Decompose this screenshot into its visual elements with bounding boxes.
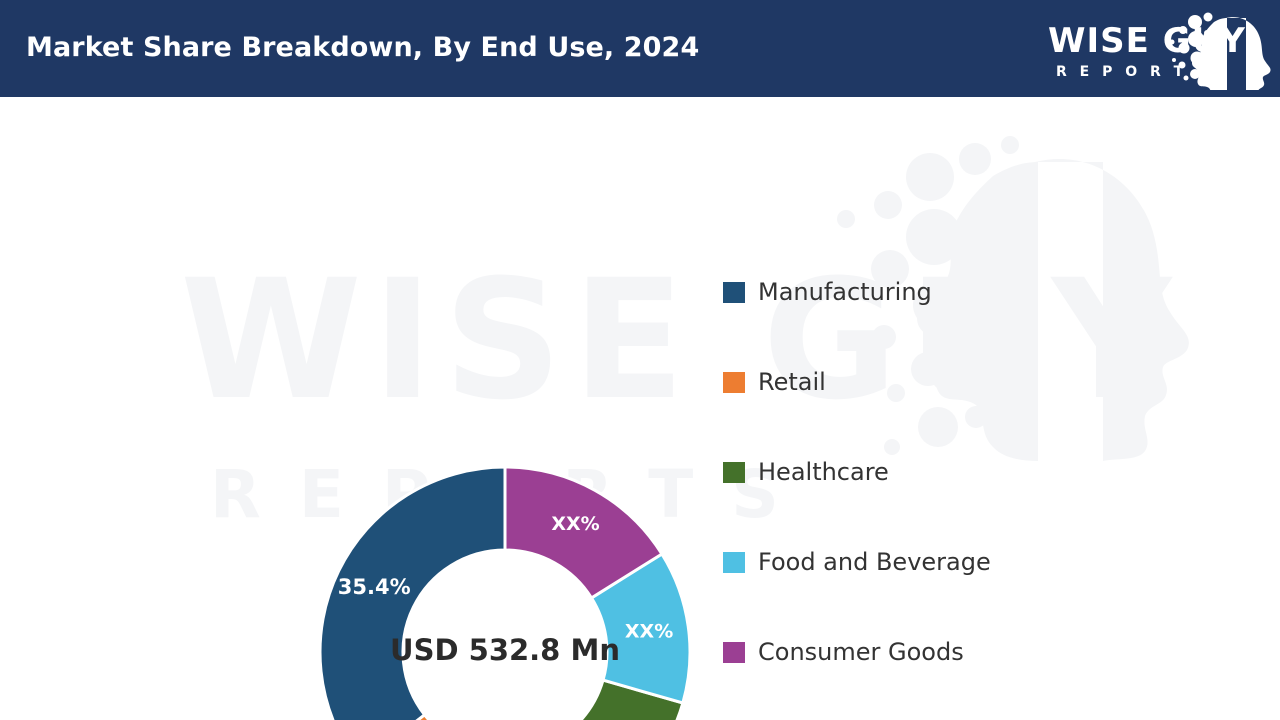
- dotted-head-profile-icon: [1169, 12, 1271, 90]
- donut-slice-consumer-goods[interactable]: [503, 465, 664, 601]
- legend-label-retail: Retail: [758, 368, 826, 396]
- donut-slice-retail[interactable]: [359, 712, 568, 720]
- legend-item-manufacturing[interactable]: Manufacturing: [723, 247, 1143, 337]
- donut-slice-group: [318, 465, 692, 720]
- legend-label-healthcare: Healthcare: [758, 458, 889, 486]
- donut-center-label: USD 532.8 Mn: [390, 633, 620, 667]
- page-title: Market Share Breakdown, By End Use, 2024: [26, 32, 700, 63]
- donut-value-label-consumer-goods: XX%: [551, 513, 599, 535]
- legend-item-healthcare[interactable]: Healthcare: [723, 427, 1143, 517]
- donut-slice-food-and-beverage[interactable]: [589, 551, 692, 705]
- legend-item-consumer-goods[interactable]: Consumer Goods: [723, 607, 1143, 697]
- donut-chart: USD 532.8 Mn 35.4%XX%XX%XX%XX%: [185, 205, 692, 720]
- legend-label-food-and-beverage: Food and Beverage: [758, 548, 991, 576]
- logo-wordmark-secondary: R E P O R T S: [1056, 64, 1210, 80]
- donut-slice-manufacturing[interactable]: [318, 465, 507, 720]
- donut-slice-healthcare[interactable]: [540, 678, 685, 720]
- brand-logo: WISE GUY R E P O R T S: [1044, 8, 1272, 90]
- donut-value-label-food-and-beverage: XX%: [625, 620, 673, 642]
- legend-label-manufacturing: Manufacturing: [758, 278, 932, 306]
- donut-label-group: 35.4%XX%XX%XX%XX%: [338, 513, 673, 642]
- donut-value-label-manufacturing: 35.4%: [338, 575, 411, 599]
- legend-item-food-and-beverage[interactable]: Food and Beverage: [723, 517, 1143, 607]
- legend-swatch-retail: [723, 371, 745, 393]
- legend-item-retail[interactable]: Retail: [723, 337, 1143, 427]
- legend-swatch-food-and-beverage: [723, 551, 745, 573]
- legend-swatch-consumer-goods: [723, 641, 745, 663]
- legend-swatch-healthcare: [723, 461, 745, 483]
- chart-legend: Manufacturing Retail Healthcare Food and…: [723, 247, 1143, 697]
- legend-label-consumer-goods: Consumer Goods: [758, 638, 964, 666]
- page-header: Market Share Breakdown, By End Use, 2024…: [0, 0, 1280, 97]
- legend-swatch-manufacturing: [723, 281, 745, 303]
